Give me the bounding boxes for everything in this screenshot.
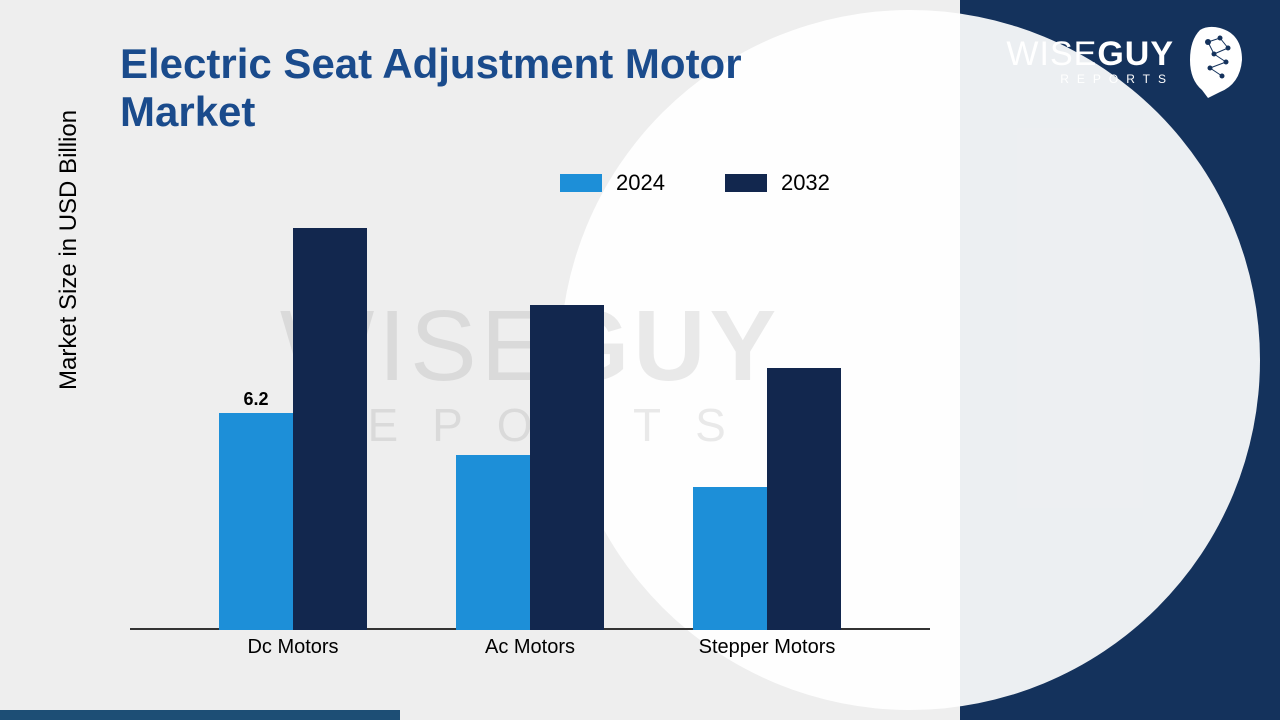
bar (767, 368, 841, 631)
legend-label-2032: 2032 (781, 170, 830, 196)
head-icon (1180, 20, 1250, 100)
bar-chart: 6.2Dc Motors Ac Motors Stepper Motors (130, 210, 930, 630)
bar (530, 305, 604, 631)
legend-item-2024: 2024 (560, 170, 665, 196)
logo-line2: REPORTS (1006, 72, 1174, 86)
bar (693, 487, 767, 631)
bottom-accent-bar (0, 710, 400, 720)
bar-value-label: 6.2 (219, 389, 293, 410)
bar (456, 455, 530, 630)
bar (293, 228, 367, 631)
legend-swatch-2032 (725, 174, 767, 192)
bar-group: Ac Motors (456, 210, 604, 630)
legend-label-2024: 2024 (616, 170, 665, 196)
logo-line1: WISEGUY (1006, 35, 1174, 74)
bar-group: 6.2Dc Motors (219, 210, 367, 630)
category-label: Stepper Motors (667, 630, 867, 659)
category-label: Ac Motors (430, 630, 630, 659)
legend: 2024 2032 (560, 170, 830, 196)
chart-title: Electric Seat Adjustment Motor Market (120, 40, 820, 137)
bar-group: Stepper Motors (693, 210, 841, 630)
legend-swatch-2024 (560, 174, 602, 192)
y-axis-label: Market Size in USD Billion (55, 110, 83, 390)
brand-logo: WISEGUY REPORTS (990, 20, 1250, 100)
legend-item-2032: 2032 (725, 170, 830, 196)
category-label: Dc Motors (193, 630, 393, 659)
logo-text: WISEGUY REPORTS (1006, 35, 1174, 86)
logo-line1-b: GUY (1097, 35, 1174, 73)
bar: 6.2 (219, 413, 293, 630)
chart-page: WISEGUY REPORTS Electric Seat Adjustment… (0, 0, 1280, 720)
logo-line1-a: WISE (1006, 35, 1097, 73)
